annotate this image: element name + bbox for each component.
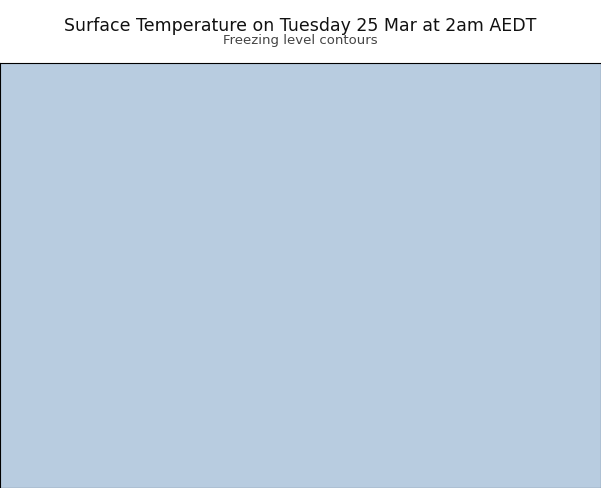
Text: Freezing level contours: Freezing level contours [223, 34, 378, 47]
Text: Surface Temperature on Tuesday 25 Mar at 2am AEDT: Surface Temperature on Tuesday 25 Mar at… [64, 17, 537, 35]
